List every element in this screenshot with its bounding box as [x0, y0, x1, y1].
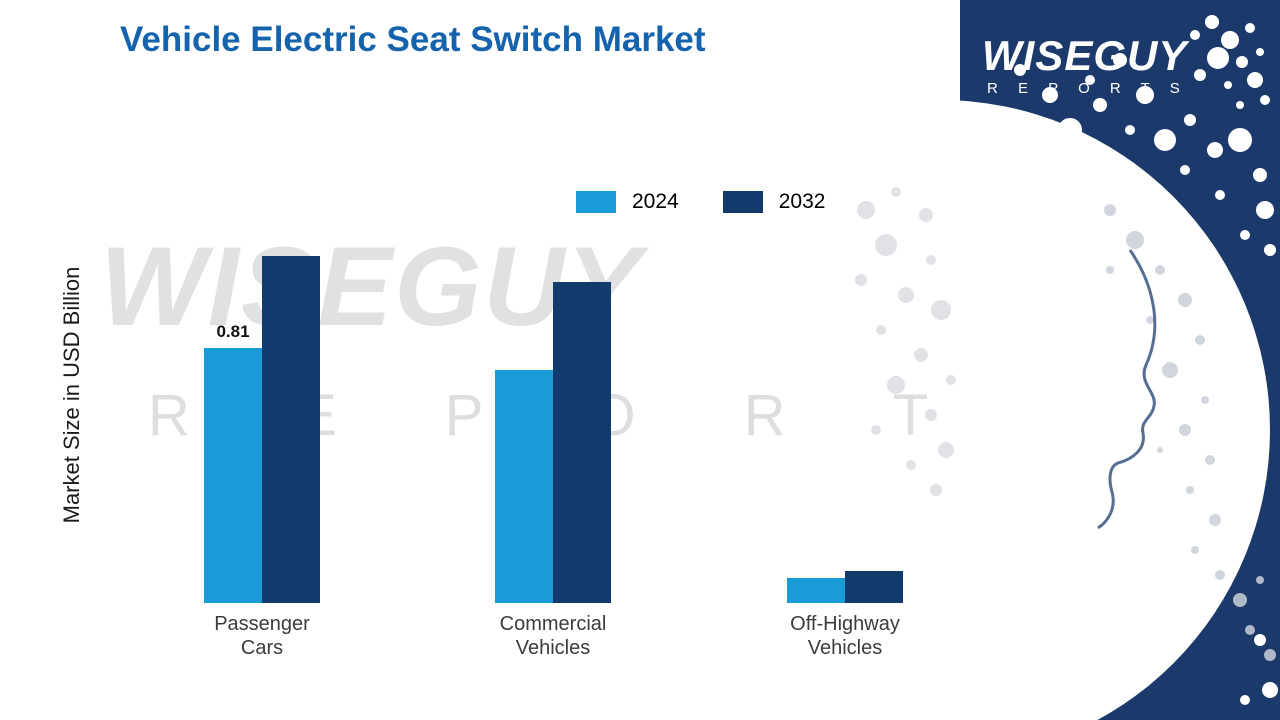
bar-2032-commercial-vehicles: [553, 282, 611, 603]
brand-decoration: [960, 0, 1280, 720]
page-title: Vehicle Electric Seat Switch Market: [120, 20, 706, 59]
logo: WISEGUY R E P O R T S: [982, 32, 1188, 98]
logo-wordmark: WISEGUY: [982, 32, 1188, 79]
bar-group-3: [787, 571, 903, 603]
legend-item-2032: 2032: [722, 190, 826, 214]
bar-2032-off-highway-vehicles: [845, 571, 903, 603]
category-label: Commercial Vehicles: [499, 613, 607, 659]
bar-2024-passenger-cars: 0.81: [204, 322, 262, 603]
bar-2024-commercial-vehicles: [495, 370, 553, 603]
bar-value-label: 0.81: [216, 322, 250, 341]
logo-subtitle: R E P O R T S: [987, 80, 1188, 98]
bar-2024-off-highway-vehicles: [787, 578, 845, 603]
legend-item-2024: 2024: [576, 190, 679, 214]
chart-legend: 2024 2032: [576, 190, 825, 214]
watermark-text-1: WISEGUY: [100, 224, 643, 349]
legend-label-2032: 2032: [778, 190, 826, 213]
category-label: Off-Highway Vehicles: [790, 613, 900, 659]
legend-swatch-2024: [576, 191, 616, 213]
legend-swatch-2032: [722, 191, 763, 213]
bar-chart: 0.81: [0, 213, 960, 603]
category-label: Passenger Cars: [214, 613, 310, 659]
bar-group-1: 0.81: [204, 256, 320, 603]
bar-group-2: [495, 282, 611, 603]
bar-2032-passenger-cars: [262, 256, 320, 603]
legend-label-2024: 2024: [632, 190, 679, 213]
watermark-dots: [855, 187, 956, 496]
